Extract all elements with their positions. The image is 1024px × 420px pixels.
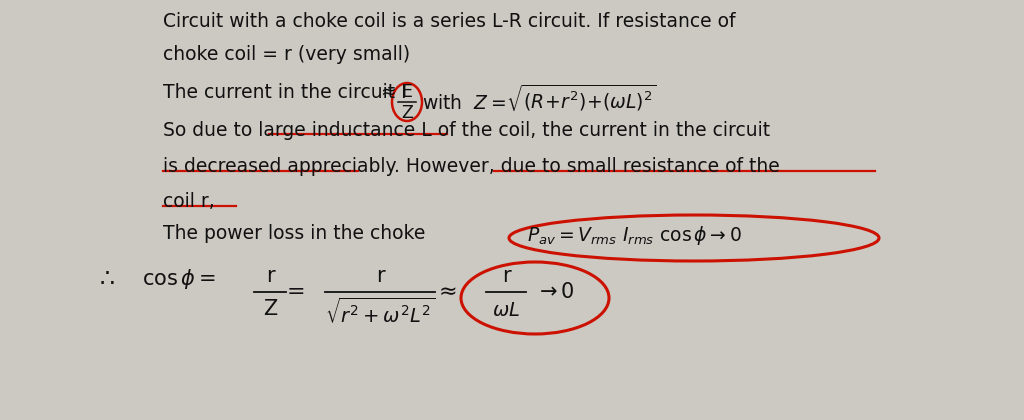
- Text: The current in the circuit I: The current in the circuit I: [163, 83, 413, 102]
- Text: r: r: [265, 266, 274, 286]
- Text: $\omega L$: $\omega L$: [492, 300, 520, 320]
- Text: ≈: ≈: [380, 83, 395, 102]
- Text: So due to large inductance L of the coil, the current in the circuit: So due to large inductance L of the coil…: [163, 121, 770, 140]
- Text: The power loss in the choke: The power loss in the choke: [163, 224, 425, 243]
- Text: Z: Z: [263, 299, 278, 319]
- Text: =: =: [287, 282, 305, 302]
- Text: ∴: ∴: [100, 267, 115, 291]
- Text: Circuit with a choke coil is a series L-R circuit. If resistance of: Circuit with a choke coil is a series L-…: [163, 12, 735, 31]
- Text: is decreased appreciably. However, due to small resistance of the: is decreased appreciably. However, due t…: [163, 157, 779, 176]
- Text: E: E: [401, 83, 413, 101]
- Text: $P_{av} = V_{rms}\ I_{rms}\ \cos\phi \rightarrow 0$: $P_{av} = V_{rms}\ I_{rms}\ \cos\phi \ri…: [527, 224, 742, 247]
- Text: choke coil = r (very small): choke coil = r (very small): [163, 45, 411, 64]
- Text: ≈: ≈: [438, 282, 458, 302]
- Text: coil r,: coil r,: [163, 192, 215, 211]
- Text: $\rightarrow 0$: $\rightarrow 0$: [536, 282, 574, 302]
- Text: r: r: [376, 266, 384, 286]
- Text: $\cos\phi=$: $\cos\phi=$: [142, 267, 216, 291]
- Text: r: r: [502, 266, 510, 286]
- Text: Z: Z: [401, 104, 413, 122]
- Text: $\sqrt{r^2 + \omega^2 L^2}$: $\sqrt{r^2 + \omega^2 L^2}$: [325, 297, 435, 327]
- Text: with  $Z=\!\sqrt{(R\!+\!r^2)\!+\!(\omega L)^2}$: with $Z=\!\sqrt{(R\!+\!r^2)\!+\!(\omega …: [422, 83, 656, 113]
